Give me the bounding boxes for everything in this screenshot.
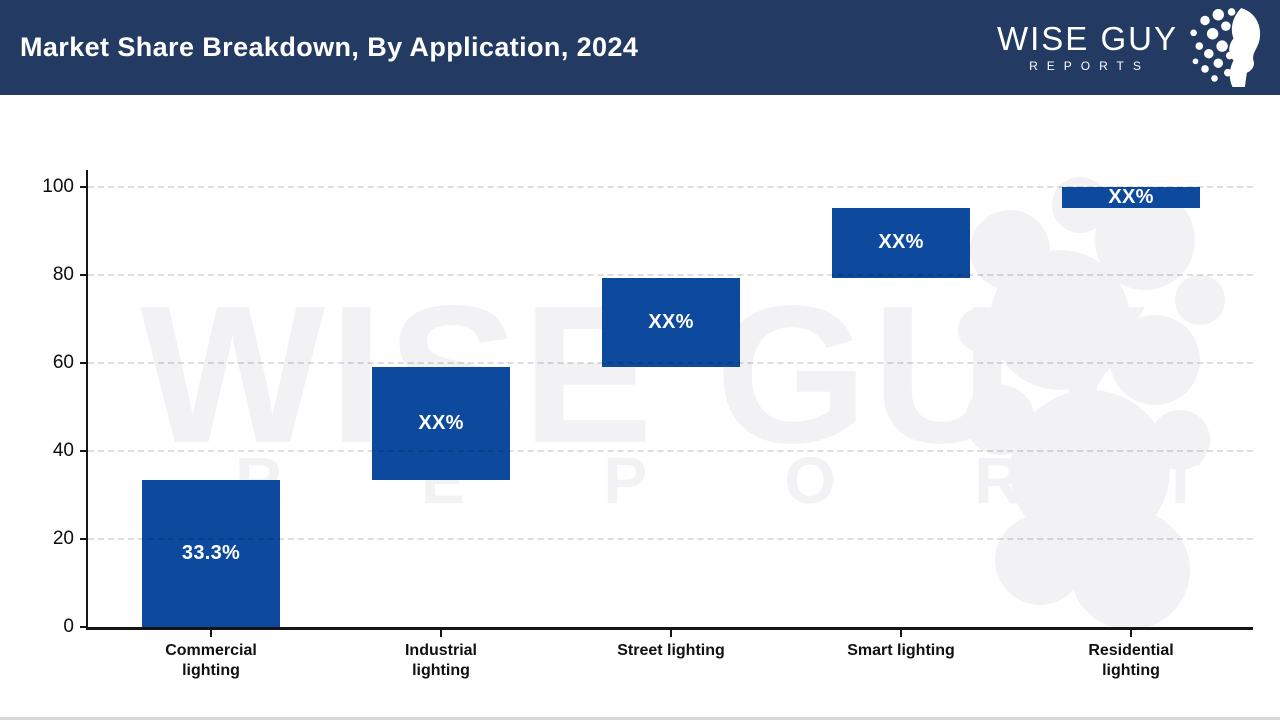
brand-head-icon [1190, 7, 1261, 87]
bottom-border [0, 717, 1280, 720]
y-tick-label-60: 60 [52, 352, 74, 373]
x-axis-label-2: Street lighting [617, 642, 725, 659]
y-tickmark-100 [80, 186, 88, 188]
x-axis-label-3: Smart lighting [847, 642, 955, 659]
bar-value-label: XX% [1108, 185, 1154, 208]
y-axis-line [86, 170, 88, 629]
brand-subname: REPORTS [1029, 59, 1150, 73]
x-tickmark-4 [1130, 630, 1132, 637]
x-tickmark-3 [900, 630, 902, 637]
bar-value-label: XX% [878, 231, 924, 254]
brand-logo-text: WISE GUY REPORTS [997, 22, 1178, 73]
bar-commercial-lighting: 33.3% [142, 480, 280, 627]
y-tick-label-80: 80 [52, 264, 74, 285]
bar-industrial-lighting: XX% [372, 366, 510, 481]
y-tickmark-20 [80, 538, 88, 540]
gridline-40 [88, 450, 1253, 452]
y-tick-label-20: 20 [52, 528, 74, 549]
gridline-60 [88, 362, 1253, 364]
y-tickmark-40 [80, 450, 88, 452]
gridline-80 [88, 274, 1253, 276]
y-tickmark-60 [80, 362, 88, 364]
bar-value-label: XX% [648, 310, 694, 333]
y-tick-label-100: 100 [42, 176, 74, 197]
gridline-20 [88, 538, 1253, 540]
x-axis-label-0: Commercial lighting [165, 642, 257, 680]
x-axis-label-4: Residential lighting [1088, 642, 1174, 680]
bar-smart-lighting: XX% [832, 207, 970, 278]
bar-value-label: 33.3% [181, 542, 241, 565]
x-axis-line [86, 627, 1253, 630]
brand-logo: WISE GUY REPORTS [997, 7, 1262, 89]
x-tickmark-0 [210, 630, 212, 637]
y-tickmark-0 [80, 626, 88, 628]
bar-value-label: XX% [418, 411, 464, 434]
brand-name: WISE GUY [996, 20, 1178, 57]
bar-residential-lighting: XX% [1062, 185, 1200, 208]
gridline-100 [88, 186, 1253, 188]
y-tick-label-0: 0 [63, 616, 74, 637]
x-tickmark-1 [440, 630, 442, 637]
chart-title: Market Share Breakdown, By Application, … [20, 32, 639, 62]
bar-street-lighting: XX% [602, 277, 740, 367]
y-tick-label-40: 40 [52, 440, 74, 461]
y-tickmark-80 [80, 274, 88, 276]
header-bar: Market Share Breakdown, By Application, … [0, 0, 1280, 95]
x-tickmark-2 [670, 630, 672, 637]
x-axis-label-1: Industrial lighting [404, 642, 477, 680]
